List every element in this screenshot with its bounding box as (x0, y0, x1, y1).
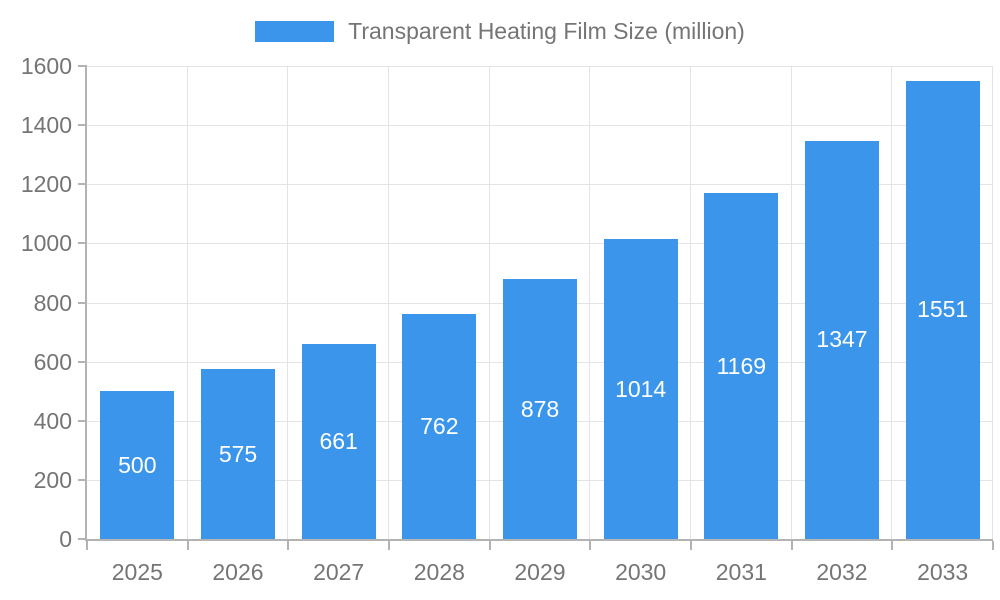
y-axis-tick (78, 538, 87, 540)
v-gridline (186, 66, 188, 539)
x-axis-label: 2030 (615, 559, 667, 585)
x-axis-tick (488, 541, 491, 550)
y-axis-tick (78, 183, 87, 186)
bar[interactable]: 1347 (805, 140, 879, 539)
x-axis-label: 2028 (413, 559, 465, 585)
bar-value-label: 1014 (615, 375, 667, 402)
x-axis-tick (992, 541, 994, 550)
y-axis-label: 600 (33, 348, 72, 375)
plot-area: 500 575 661 762 878 1014 1169 1347 1551 (85, 66, 993, 541)
bar[interactable]: 1551 (905, 80, 980, 539)
bar[interactable]: 575 (201, 369, 275, 539)
x-axis-label: 2029 (514, 559, 566, 585)
x-axis-tick (388, 541, 390, 550)
x-axis-tick (690, 541, 692, 550)
legend-label: Transparent Heating Film Size (million) (348, 17, 745, 44)
y-axis-tick (78, 124, 87, 127)
y-axis-tick (78, 242, 87, 245)
x-axis-tick (86, 541, 88, 550)
y-axis-label: 200 (33, 466, 72, 493)
y-axis-tick (78, 301, 87, 304)
y-axis-label: 1400 (20, 112, 72, 139)
bar-value-label: 1169 (716, 352, 767, 379)
bar[interactable]: 500 (100, 391, 175, 539)
x-axis-label: 2026 (212, 559, 264, 585)
bar-value-label: 575 (218, 440, 258, 467)
x-axis-label: 2033 (917, 559, 969, 585)
y-axis-tick (78, 478, 87, 481)
x-axis-label: 2031 (715, 559, 767, 585)
v-gridline (992, 66, 993, 539)
y-axis-label: 0 (59, 526, 72, 552)
x-axis-tick (287, 541, 290, 550)
y-axis-label: 800 (33, 289, 72, 316)
bar-value-label: 661 (319, 427, 358, 454)
bar[interactable]: 762 (402, 313, 477, 539)
legend[interactable]: Transparent Heating Film Size (million) (0, 16, 1000, 46)
y-axis-tick (78, 360, 87, 363)
x-axis-label: 2027 (313, 559, 365, 585)
y-axis-label: 400 (33, 407, 72, 434)
bar-value-label: 500 (118, 451, 157, 478)
bar-value-label: 878 (520, 395, 560, 422)
v-gridline (690, 66, 691, 539)
y-axis-tick (78, 419, 87, 422)
x-axis-tick (186, 541, 189, 550)
x-axis-label: 2032 (816, 559, 868, 585)
bar-value-label: 762 (420, 412, 459, 439)
h-gridline (87, 184, 993, 186)
h-gridline (87, 66, 993, 67)
v-gridline (790, 66, 792, 539)
v-gridline (488, 66, 490, 539)
bar[interactable]: 1014 (603, 239, 678, 539)
y-axis-label: 1600 (20, 53, 72, 79)
x-axis-tick (589, 541, 592, 550)
bar[interactable]: 1169 (704, 193, 779, 539)
v-gridline (388, 66, 389, 539)
h-gridline (87, 125, 993, 127)
bar-value-label: 1347 (816, 326, 868, 353)
v-gridline (287, 66, 289, 539)
bar[interactable]: 661 (301, 343, 376, 539)
bar[interactable]: 878 (503, 279, 577, 539)
y-axis-tick (78, 65, 87, 67)
y-axis-label: 1000 (20, 230, 72, 257)
legend-swatch-icon (255, 20, 335, 42)
x-axis-tick (790, 541, 793, 550)
v-gridline (891, 66, 893, 539)
bar-value-label: 1551 (917, 296, 969, 323)
y-axis-label: 1200 (20, 171, 72, 198)
v-gridline (589, 66, 591, 539)
h-gridline (87, 243, 993, 245)
x-axis-label: 2025 (111, 559, 163, 585)
x-axis-tick (891, 541, 894, 550)
